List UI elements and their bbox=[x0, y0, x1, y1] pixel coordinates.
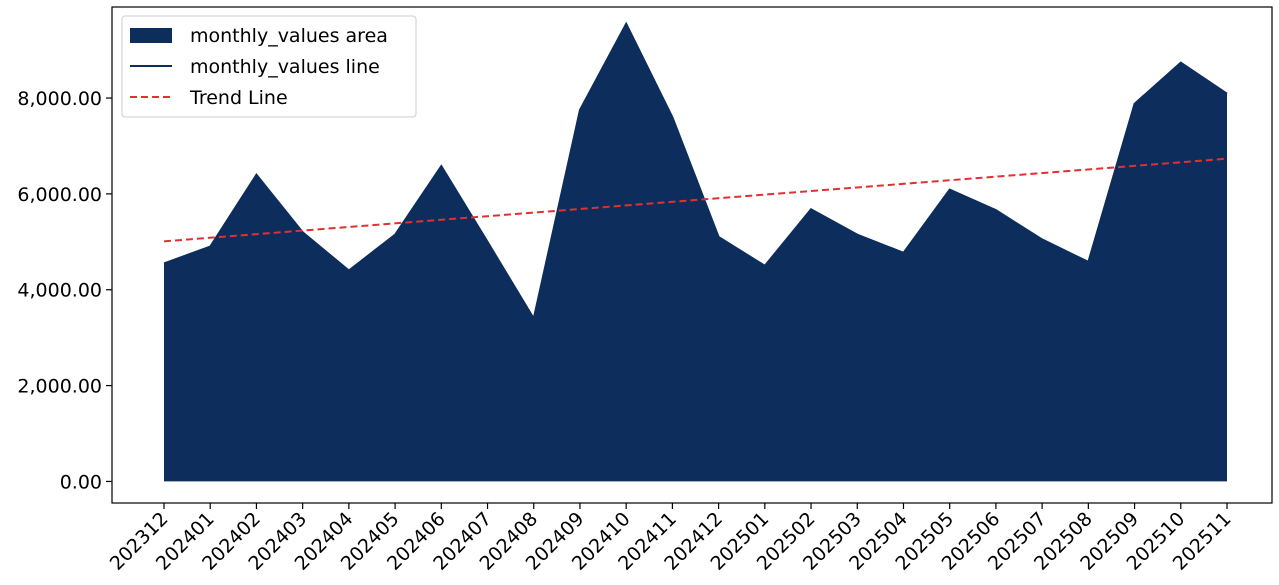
legend-label-2: Trend Line bbox=[189, 87, 288, 109]
x-axis: 2023122024012024022024032024042024052024… bbox=[106, 503, 1236, 575]
y-axis: 0.00 2,000.00 4,000.00 6,000.00 8,000.00 bbox=[17, 88, 112, 493]
y-tick-label-0: 0.00 bbox=[60, 471, 102, 493]
legend-box bbox=[121, 15, 417, 118]
plot-frame bbox=[111, 6, 1273, 504]
y-tick-label-4: 8,000.00 bbox=[17, 88, 102, 110]
legend-label-0: monthly_values area bbox=[190, 25, 388, 47]
line-series-1 bbox=[163, 21, 1228, 322]
trend-line bbox=[163, 157, 1228, 243]
y-tick-label-1: 2,000.00 bbox=[17, 376, 102, 398]
y-tick-label-3: 6,000.00 bbox=[17, 184, 102, 206]
legend: monthly_values area monthly_values line Tr… bbox=[121, 15, 417, 118]
plot-marks bbox=[163, 21, 1228, 482]
area-series-0 bbox=[164, 23, 1227, 482]
y-tick-label-2: 4,000.00 bbox=[17, 280, 102, 302]
legend-swatch-area bbox=[130, 28, 172, 43]
legend-label-1: monthly_values line bbox=[190, 56, 380, 78]
